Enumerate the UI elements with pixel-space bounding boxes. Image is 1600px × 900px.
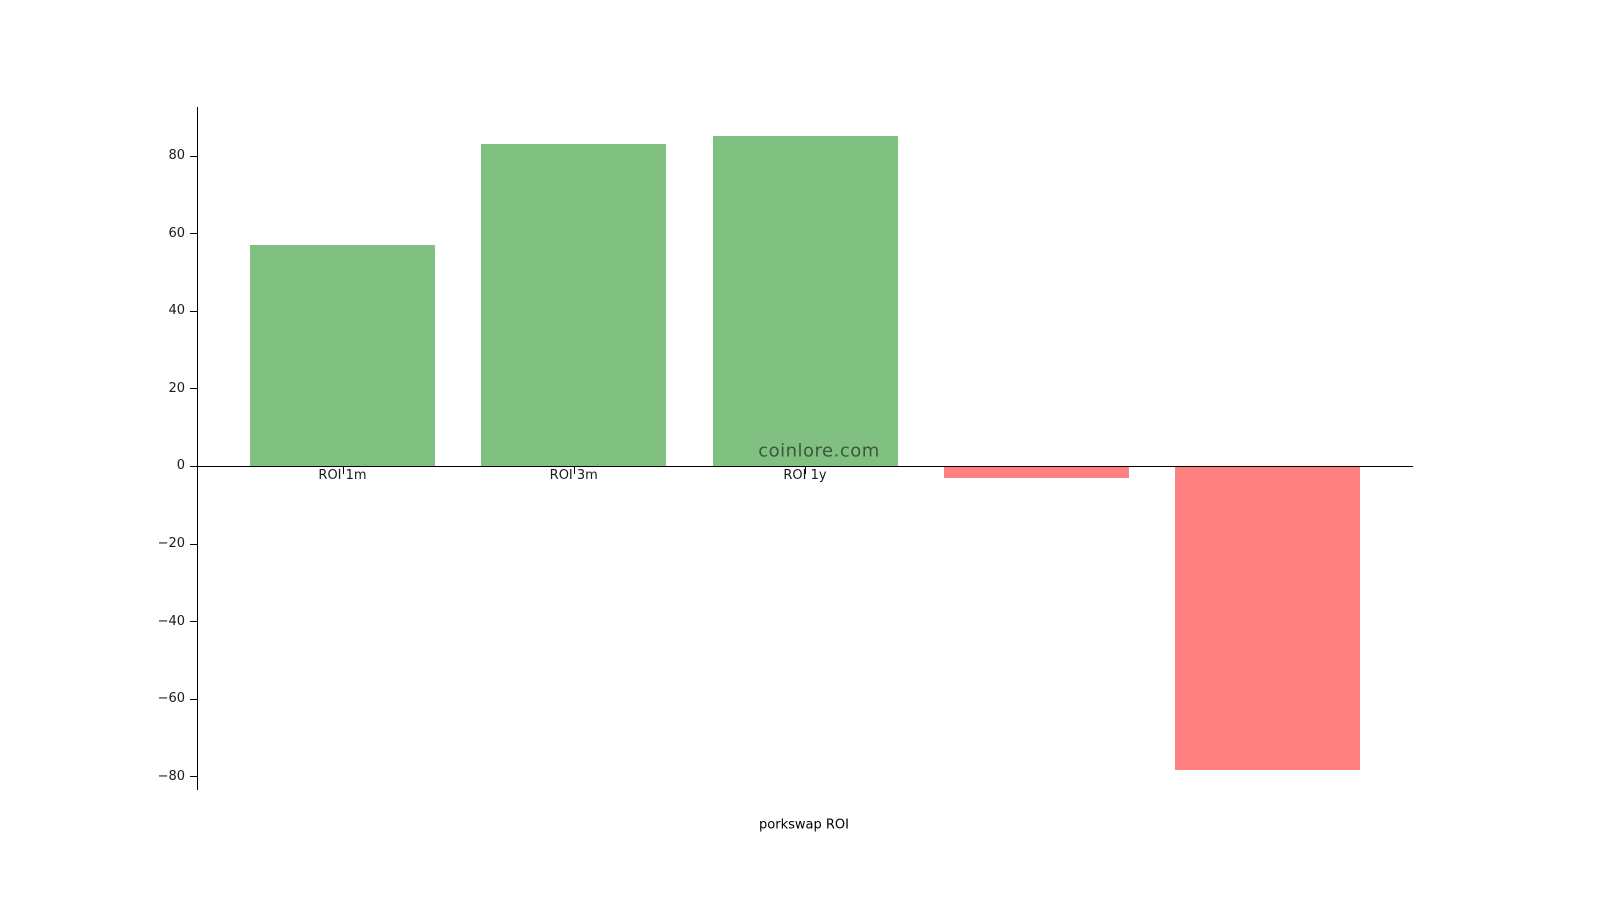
y-axis-line	[197, 107, 198, 790]
bar-roi-3m	[481, 143, 667, 466]
y-tick-mark	[190, 465, 197, 467]
y-tick-label: 80	[168, 148, 185, 163]
y-tick-label: −20	[157, 536, 185, 552]
bar-roi-1m	[250, 244, 435, 466]
x-tick-mark	[805, 466, 806, 474]
y-tick-mark	[190, 698, 197, 700]
x-axis-title: porkswap ROI	[759, 817, 849, 833]
y-tick-label: −80	[157, 768, 185, 784]
y-tick-mark	[190, 310, 197, 312]
bar-unlabeled-3	[943, 466, 1129, 478]
y-tick-label: 40	[168, 303, 185, 319]
y-tick-label: 0	[176, 458, 185, 474]
x-tick-mark	[342, 466, 344, 474]
bar-unlabeled-4	[1175, 466, 1360, 770]
y-tick-label: −40	[157, 613, 185, 629]
x-tick-label: ROI 1y	[783, 467, 827, 483]
y-tick-mark	[190, 233, 197, 235]
x-axis-line	[197, 465, 1413, 467]
y-tick-mark	[190, 543, 197, 545]
y-tick-mark	[190, 776, 197, 778]
bar-roi-1y	[712, 136, 898, 466]
x-tick-label: ROI 3m	[549, 467, 598, 483]
x-tick-mark	[573, 466, 575, 474]
y-tick-label: 60	[168, 225, 185, 241]
y-tick-mark	[190, 388, 197, 390]
y-tick-label: 20	[168, 380, 185, 396]
y-tick-label: −60	[157, 691, 185, 707]
y-tick-mark	[190, 155, 197, 157]
y-tick-mark	[190, 621, 197, 623]
watermark-text: coinlore.com	[758, 440, 880, 462]
x-tick-label: ROI 1m	[318, 467, 367, 483]
